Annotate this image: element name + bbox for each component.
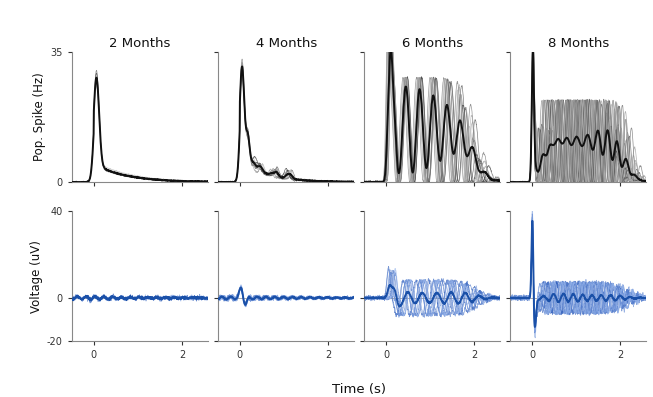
- Title: 4 Months: 4 Months: [255, 37, 317, 50]
- Y-axis label: Voltage (uV): Voltage (uV): [30, 240, 42, 312]
- Title: 2 Months: 2 Months: [110, 37, 171, 50]
- Text: Time (s): Time (s): [332, 383, 386, 396]
- Y-axis label: Pop. Spike (Hz): Pop. Spike (Hz): [33, 73, 46, 161]
- Title: 6 Months: 6 Months: [402, 37, 463, 50]
- Title: 8 Months: 8 Months: [548, 37, 609, 50]
